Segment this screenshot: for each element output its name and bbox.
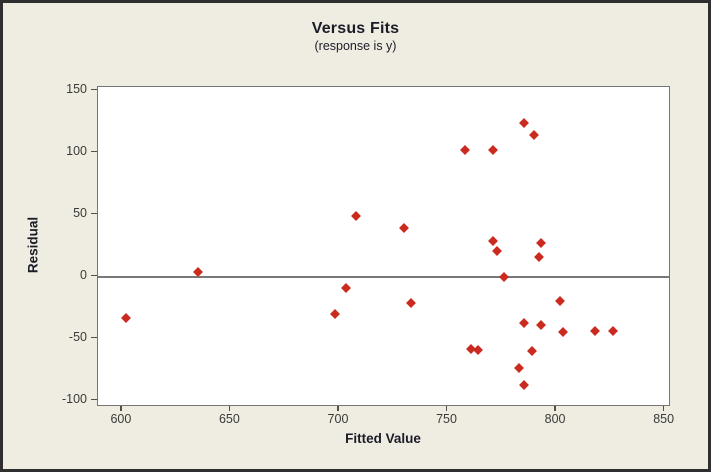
data-point (399, 223, 410, 234)
zero-reference-line (98, 275, 669, 278)
chart-subtitle: (response is y) (314, 39, 397, 53)
chart-title: Versus Fits (311, 20, 400, 37)
x-tick-label: 650 (218, 412, 240, 426)
data-point (533, 251, 544, 262)
x-axis: 600 650 700 750 800 850 (97, 406, 674, 436)
data-point (488, 235, 499, 246)
y-tick-label: -100 (61, 391, 87, 406)
data-point (340, 282, 351, 293)
data-point (518, 379, 529, 390)
data-point (472, 344, 483, 355)
x-axis-title: Fitted Value (345, 431, 421, 446)
y-tick-label: -50 (68, 329, 87, 344)
data-point (518, 317, 529, 328)
y-tick-mark (91, 88, 97, 91)
y-tick-mark (91, 398, 97, 401)
x-tick-label: 700 (327, 412, 349, 426)
data-point (555, 296, 566, 307)
y-tick-mark (91, 336, 97, 339)
y-axis: 150 100 50 0 -50 -100 (3, 82, 97, 406)
data-point (535, 320, 546, 330)
x-tick-label: 850 (653, 412, 675, 426)
x-tick-mark (337, 406, 339, 411)
data-point (529, 130, 540, 141)
data-point (405, 297, 416, 308)
x-tick-label: 750 (436, 412, 457, 426)
data-point (329, 308, 340, 319)
title-block: Versus Fits (response is y) (3, 20, 708, 53)
data-point (459, 145, 470, 156)
y-tick-mark (91, 212, 97, 215)
y-tick-mark (91, 274, 97, 277)
data-point (499, 271, 509, 282)
x-tick-label: 600 (110, 412, 132, 426)
x-tick-mark (662, 406, 665, 411)
x-tick-label: 800 (544, 412, 566, 426)
data-point (351, 210, 362, 221)
data-point (518, 118, 529, 128)
y-tick-label: 150 (66, 81, 87, 96)
y-tick-label: 0 (80, 267, 87, 282)
data-point (607, 326, 618, 337)
data-point (514, 363, 525, 374)
data-point (527, 346, 538, 357)
x-tick-mark (445, 406, 448, 411)
data-point (492, 245, 503, 256)
x-tick-mark (554, 406, 556, 411)
y-tick-label: 100 (66, 143, 87, 158)
y-tick-mark (91, 150, 97, 153)
data-point (557, 327, 568, 338)
data-point (121, 312, 132, 323)
data-point (535, 238, 546, 249)
data-point (590, 326, 601, 337)
x-tick-mark (228, 406, 231, 411)
plot-area (97, 86, 670, 406)
y-tick-label: 50 (73, 205, 87, 220)
x-tick-mark (120, 406, 122, 411)
data-point (488, 145, 499, 156)
